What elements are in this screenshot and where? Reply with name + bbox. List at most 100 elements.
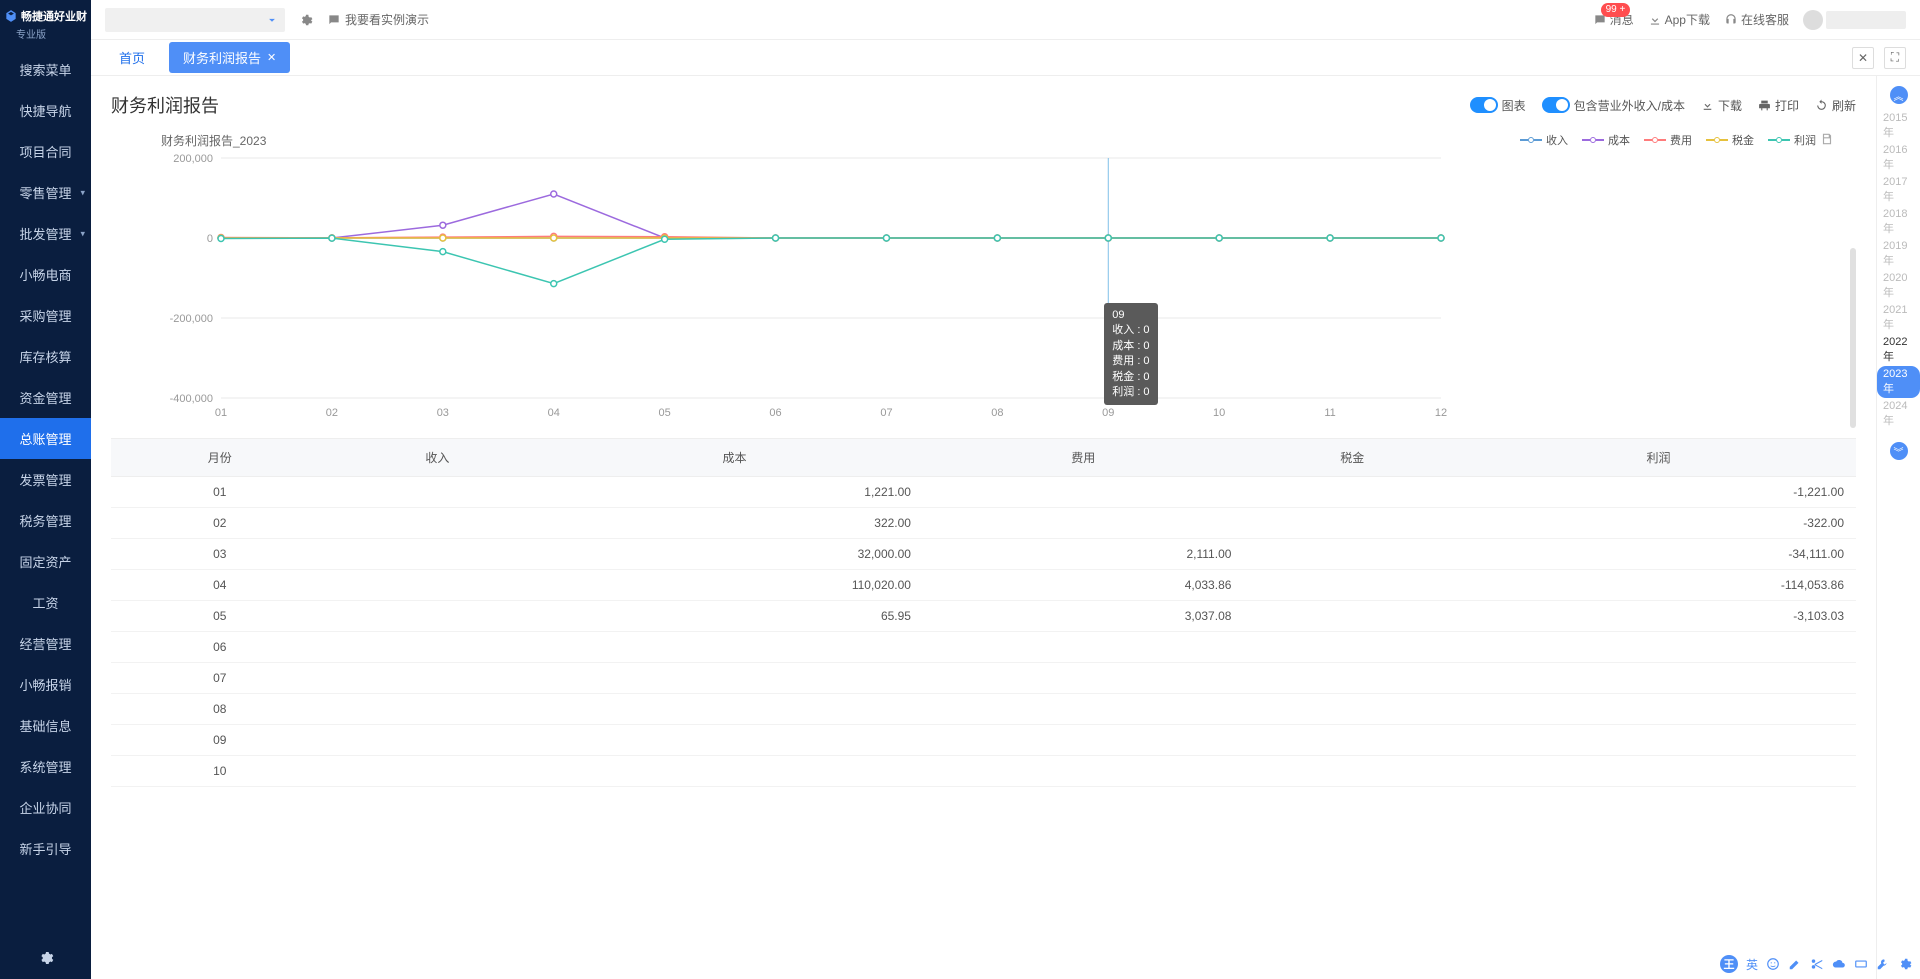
year-item[interactable]: 2024年 xyxy=(1877,398,1920,430)
table-row[interactable]: 08 xyxy=(111,694,1856,725)
legend-item[interactable]: 费用 xyxy=(1644,132,1692,148)
ime-settings-icon[interactable] xyxy=(1898,957,1912,971)
ime-emoji-icon[interactable] xyxy=(1766,957,1780,971)
table-row[interactable]: 06 xyxy=(111,632,1856,663)
tab-report[interactable]: 财务利润报告 ✕ xyxy=(169,42,290,73)
sidebar-item[interactable]: 系统管理 xyxy=(0,746,91,787)
sidebar-item[interactable]: 经营管理 xyxy=(0,623,91,664)
sidebar-item[interactable]: 小畅电商 xyxy=(0,254,91,295)
chart-tooltip: 09收入 : 0成本 : 0费用 : 0税金 : 0利润 : 0 xyxy=(1104,303,1157,405)
print-button[interactable]: 打印 xyxy=(1758,97,1799,114)
app-download[interactable]: App下载 xyxy=(1648,11,1710,28)
sidebar-item[interactable]: 搜索菜单 xyxy=(0,49,91,90)
table-row[interactable]: 0565.953,037.08-3,103.03 xyxy=(111,601,1856,632)
table-row[interactable]: 02322.00-322.00 xyxy=(111,508,1856,539)
print-icon xyxy=(1758,99,1771,112)
table-cell xyxy=(546,725,923,756)
year-item[interactable]: 2018年 xyxy=(1877,206,1920,238)
ime-keyboard-icon[interactable] xyxy=(1854,957,1868,971)
download-button[interactable]: 下载 xyxy=(1701,97,1742,114)
account-selector[interactable] xyxy=(105,8,285,32)
legend-item[interactable]: 利润 xyxy=(1768,132,1816,148)
scrollbar[interactable] xyxy=(1850,248,1856,428)
table-row[interactable]: 04110,020.004,033.86-114,053.86 xyxy=(111,570,1856,601)
year-item[interactable]: 2015年 xyxy=(1877,110,1920,142)
table-cell xyxy=(329,725,547,756)
sidebar-item[interactable]: 税务管理 xyxy=(0,500,91,541)
speech-icon xyxy=(327,13,341,27)
chart-save-icon[interactable] xyxy=(1820,132,1834,146)
table-header: 收入 xyxy=(329,439,547,477)
tab-close-all[interactable]: ✕ xyxy=(1852,47,1874,69)
svg-text:11: 11 xyxy=(1324,407,1335,419)
table-cell xyxy=(1243,756,1461,787)
tab-home[interactable]: 首页 xyxy=(105,42,159,73)
sidebar-item[interactable]: 零售管理▾ xyxy=(0,172,91,213)
year-up[interactable]: ︽ xyxy=(1890,86,1908,104)
table-cell xyxy=(1243,539,1461,570)
ime-scissors-icon[interactable] xyxy=(1810,957,1824,971)
table-cell xyxy=(923,694,1243,725)
year-item[interactable]: 2019年 xyxy=(1877,238,1920,270)
legend-item[interactable]: 收入 xyxy=(1520,132,1568,148)
sidebar-item[interactable]: 小畅报销 xyxy=(0,664,91,705)
year-item[interactable]: 2017年 xyxy=(1877,174,1920,206)
table-cell xyxy=(1243,663,1461,694)
table-row[interactable]: 0332,000.002,111.00-34,111.00 xyxy=(111,539,1856,570)
legend-item[interactable]: 成本 xyxy=(1582,132,1630,148)
sidebar-item[interactable]: 采购管理 xyxy=(0,295,91,336)
ime-badge[interactable]: 王 xyxy=(1720,955,1738,973)
download-icon xyxy=(1648,13,1662,27)
table-header: 税金 xyxy=(1243,439,1461,477)
sidebar-settings[interactable] xyxy=(0,940,91,979)
brand-icon xyxy=(4,9,18,23)
settings-icon[interactable] xyxy=(299,13,313,27)
sidebar-item[interactable]: 资金管理 xyxy=(0,377,91,418)
sidebar-item[interactable]: 企业协同 xyxy=(0,787,91,828)
sidebar-item[interactable]: 项目合同 xyxy=(0,131,91,172)
sidebar-item[interactable]: 发票管理 xyxy=(0,459,91,500)
online-service[interactable]: 在线客服 xyxy=(1724,11,1789,28)
chart-canvas[interactable]: -400,000-200,0000200,0000102030405060708… xyxy=(111,128,1471,428)
demo-link[interactable]: 我要看实例演示 xyxy=(327,11,429,28)
sidebar-item[interactable]: 基础信息 xyxy=(0,705,91,746)
ime-edit-icon[interactable] xyxy=(1788,957,1802,971)
tab-expand[interactable]: ⛶ xyxy=(1884,47,1906,69)
ime-cloud-icon[interactable] xyxy=(1832,957,1846,971)
sidebar-item[interactable]: 固定资产 xyxy=(0,541,91,582)
refresh-button[interactable]: 刷新 xyxy=(1815,97,1856,114)
avatar xyxy=(1803,10,1823,30)
year-item[interactable]: 2016年 xyxy=(1877,142,1920,174)
year-down[interactable]: ︾ xyxy=(1890,442,1908,460)
svg-text:06: 06 xyxy=(769,407,781,419)
table-cell: 10 xyxy=(111,756,329,787)
sidebar-item[interactable]: 库存核算 xyxy=(0,336,91,377)
toggle-chart[interactable]: 图表 xyxy=(1470,97,1526,114)
messages-badge: 99 + xyxy=(1601,3,1631,17)
sidebar-item[interactable]: 批发管理▾ xyxy=(0,213,91,254)
messages[interactable]: 消息 99 + xyxy=(1593,11,1634,28)
table-row[interactable]: 09 xyxy=(111,725,1856,756)
svg-text:03: 03 xyxy=(437,407,449,419)
data-table: 月份收入成本费用税金利润 011,221.00-1,221.0002322.00… xyxy=(111,438,1856,963)
year-item[interactable]: 2022年 xyxy=(1877,334,1920,366)
close-icon[interactable]: ✕ xyxy=(267,51,276,64)
toggle-extra[interactable]: 包含营业外收入/成本 xyxy=(1542,97,1685,114)
year-item[interactable]: 2020年 xyxy=(1877,270,1920,302)
table-cell xyxy=(1461,663,1856,694)
table-cell xyxy=(1461,632,1856,663)
table-row[interactable]: 10 xyxy=(111,756,1856,787)
ime-tool-icon[interactable] xyxy=(1876,957,1890,971)
sidebar-item[interactable]: 总账管理 xyxy=(0,418,91,459)
sidebar-item[interactable]: 快捷导航 xyxy=(0,90,91,131)
user-area[interactable] xyxy=(1803,10,1906,30)
sidebar-item[interactable]: 新手引导 xyxy=(0,828,91,869)
legend-item[interactable]: 税金 xyxy=(1706,132,1754,148)
table-row[interactable]: 011,221.00-1,221.00 xyxy=(111,477,1856,508)
year-item[interactable]: 2023年 xyxy=(1877,366,1920,398)
year-item[interactable]: 2021年 xyxy=(1877,302,1920,334)
ime-lang[interactable]: 英 xyxy=(1746,956,1758,973)
chevron-down-icon: ▾ xyxy=(80,228,85,239)
sidebar-item[interactable]: 工资 xyxy=(0,582,91,623)
table-row[interactable]: 07 xyxy=(111,663,1856,694)
